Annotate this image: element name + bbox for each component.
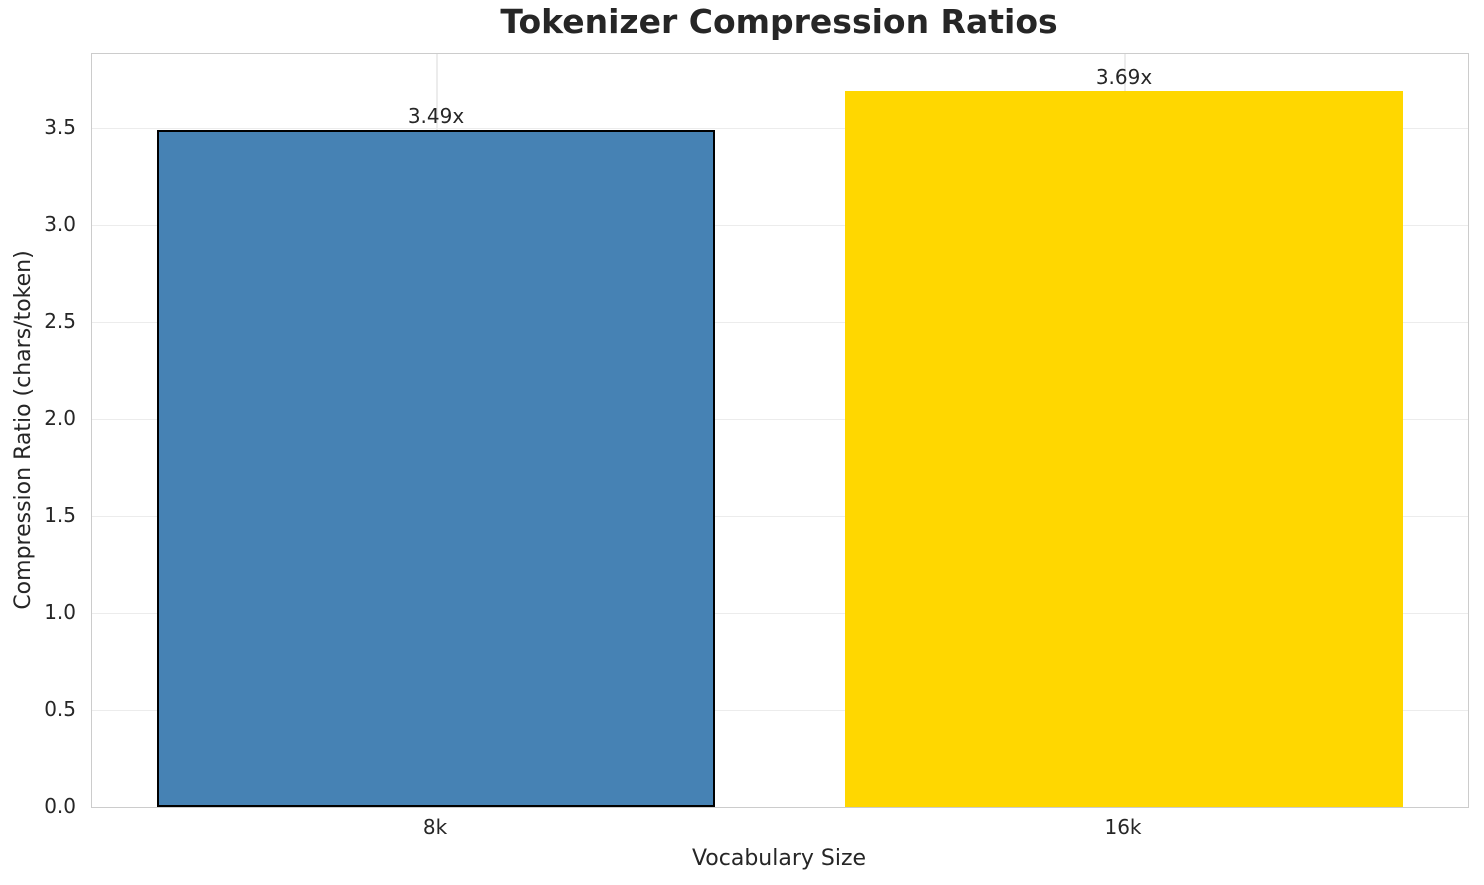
plot-area: 3.49x 3.69x [91, 53, 1469, 808]
h-gridline [92, 612, 1468, 615]
y-tick-label: 2.5 [44, 308, 76, 333]
h-gridline [92, 321, 1468, 324]
h-gridline [92, 418, 1468, 421]
bar-value-label: 3.49x [407, 103, 465, 128]
h-gridline [92, 224, 1468, 227]
y-tick-label: 1.0 [44, 599, 76, 624]
chart-title: Tokenizer Compression Ratios [500, 2, 1058, 41]
h-gridline [92, 515, 1468, 518]
bar-value-label: 3.69x [1095, 64, 1153, 89]
bar-8k [157, 129, 715, 807]
y-tick-label: 1.5 [44, 502, 76, 527]
h-gridline [92, 127, 1468, 130]
y-tick-label: 0.5 [44, 696, 76, 721]
x-axis-label: Vocabulary Size [691, 846, 867, 871]
y-axis-label: Compression Ratio (chars/token) [10, 250, 36, 610]
y-tick-label: 3.0 [44, 211, 76, 236]
x-tick-label: 16k [1104, 815, 1142, 839]
y-tick-label: 0.0 [44, 794, 76, 818]
y-tick-label: 3.5 [44, 114, 76, 139]
x-tick-label: 8k [422, 815, 448, 839]
bar-16k [845, 90, 1403, 807]
h-gridline [92, 709, 1468, 712]
y-tick-label: 2.0 [44, 405, 76, 430]
